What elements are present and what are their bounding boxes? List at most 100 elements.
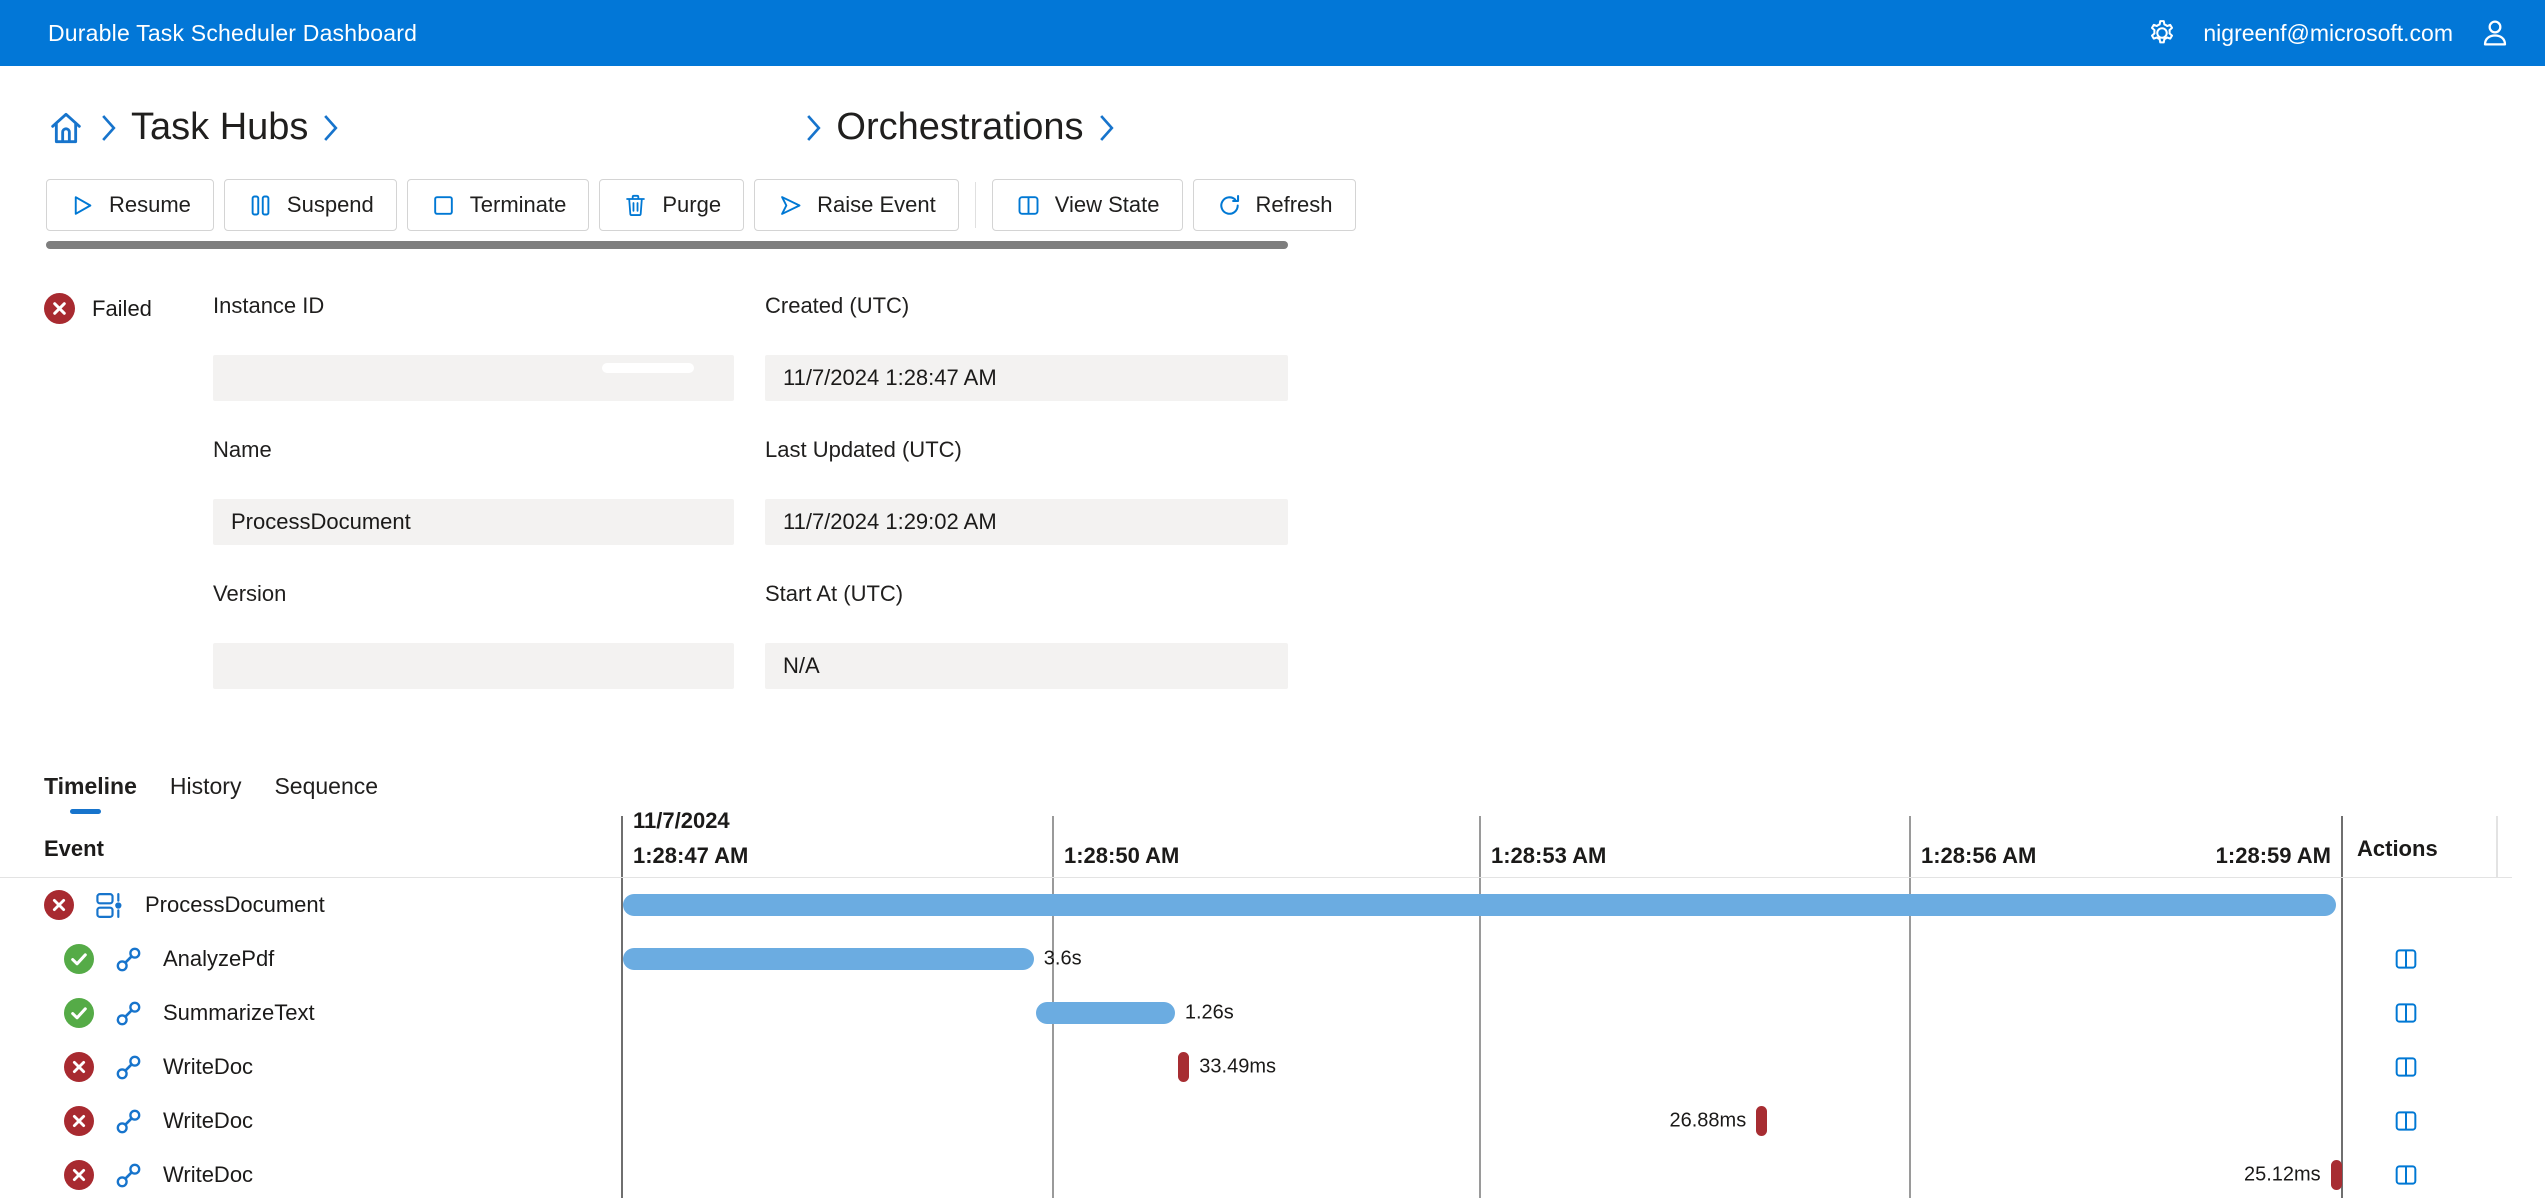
timeline-gridline (1479, 816, 1481, 1198)
start-at-label: Start At (UTC) (765, 581, 904, 606)
timeline-chart-cell: 33.49ms (621, 1040, 2341, 1094)
tab-history[interactable]: History (169, 773, 242, 799)
stop-icon (433, 195, 453, 215)
row-actions (2341, 999, 2545, 1027)
timeline-chart-cell: 1.26s (621, 986, 2341, 1040)
event-name[interactable]: SummarizeText (163, 1000, 315, 1025)
timeline-row: WriteDoc 25.12ms (0, 1148, 2545, 1198)
view-state-button[interactable]: View State (991, 179, 1183, 231)
timeline-chart-cell: 3.6s (621, 932, 2341, 986)
start-at-value: N/A (765, 643, 1288, 689)
status-label: Failed (92, 296, 152, 321)
activity-icon (116, 1108, 141, 1134)
axis-tick: 1:28:56 AM (1921, 843, 2037, 868)
view-details-icon[interactable] (2392, 945, 2420, 973)
activity-icon (116, 1162, 141, 1188)
app-header: Durable Task Scheduler Dashboard nigreen… (0, 0, 2545, 66)
timeline-gridline (1909, 816, 1911, 1198)
created-label: Created (UTC) (765, 293, 910, 318)
chevron-right-icon (807, 114, 822, 141)
orchestration-details: Failed Instance ID Created (UTC) 11/7/20… (44, 293, 2545, 725)
duration-label: 3.6s (1043, 947, 1082, 970)
raise-event-button[interactable]: Raise Event (754, 179, 959, 231)
timeline-table: Event 11/7/2024 1:28:47 AM 1:28:50 AM 1:2… (0, 808, 2545, 1198)
resume-button[interactable]: Resume (46, 179, 214, 231)
timeline-bar[interactable] (622, 948, 1034, 970)
timeline-gridline (621, 816, 623, 1198)
event-name[interactable]: ProcessDocument (145, 892, 325, 917)
timeline-bar[interactable] (622, 894, 2336, 916)
orchestration-toolbar: Resume Suspend Terminate Purge Raise Eve… (46, 179, 2545, 231)
gear-icon[interactable] (2147, 18, 2177, 48)
timeline-row: WriteDoc 33.49ms (0, 1040, 2545, 1094)
succeeded-status-icon (64, 998, 94, 1028)
home-icon[interactable] (46, 108, 86, 148)
version-label: Version (213, 581, 287, 606)
axis-tick: 1:28:59 AM (2215, 843, 2331, 868)
tab-timeline[interactable]: Timeline (44, 773, 137, 814)
row-actions (2341, 1053, 2545, 1081)
axis-tick: 1:28:53 AM (1491, 843, 1607, 868)
terminate-button[interactable]: Terminate (406, 179, 590, 231)
name-value: ProcessDocument (213, 499, 734, 545)
duration-label: 1.26s (1184, 1001, 1234, 1024)
suspend-button[interactable]: Suspend (223, 179, 397, 231)
table-right-border (2496, 816, 2498, 878)
play-icon (74, 195, 92, 215)
status-badge: Failed (44, 293, 213, 725)
person-icon[interactable] (2479, 17, 2511, 49)
event-name[interactable]: WriteDoc (163, 1108, 254, 1133)
pause-icon (251, 195, 270, 215)
row-actions (2341, 1161, 2545, 1189)
send-icon (781, 195, 801, 215)
event-name[interactable]: WriteDoc (163, 1162, 254, 1187)
event-column-header: Event (44, 836, 104, 861)
view-details-icon[interactable] (2392, 1053, 2420, 1081)
breadcrumb-task-hubs[interactable]: Task Hubs (131, 106, 309, 148)
trash-icon (626, 194, 646, 216)
split-pane-icon (1018, 195, 1039, 215)
chevron-right-icon (102, 114, 116, 141)
refresh-button[interactable]: Refresh (1192, 179, 1356, 231)
last-updated-value: 11/7/2024 1:29:02 AM (765, 499, 1288, 545)
version-value (213, 643, 734, 689)
activity-icon (116, 1054, 141, 1080)
section-divider (46, 241, 1288, 249)
view-details-icon[interactable] (2392, 1161, 2420, 1189)
breadcrumb: Task Hubs Orchestrations (46, 106, 2545, 149)
timeline-row: AnalyzePdf 3.6s (0, 932, 2545, 986)
duration-label: 25.12ms (2243, 1163, 2321, 1186)
timeline-header-row: Event 11/7/2024 1:28:47 AM 1:28:50 AM 1:2… (0, 808, 2512, 878)
succeeded-status-icon (64, 944, 94, 974)
active-tab-underline (70, 809, 101, 814)
view-details-icon[interactable] (2392, 999, 2420, 1027)
timeline-chart-cell (621, 878, 2341, 932)
timeline-chart-cell: 25.12ms (621, 1148, 2342, 1198)
timeline-bar[interactable] (1178, 1052, 1190, 1082)
timeline-row: WriteDoc 26.88ms (0, 1094, 2545, 1148)
row-actions (2341, 1107, 2545, 1135)
user-email[interactable]: nigreenf@microsoft.com (2203, 19, 2453, 46)
failed-status-icon (64, 1160, 94, 1190)
duration-label: 26.88ms (1669, 1109, 1747, 1132)
axis-tick: 11/7/2024 1:28:47 AM (633, 808, 749, 868)
row-actions (2341, 945, 2545, 973)
purge-button[interactable]: Purge (599, 179, 745, 231)
timeline-bar[interactable] (2330, 1160, 2342, 1190)
timeline-bar[interactable] (1756, 1106, 1768, 1136)
actions-column-header: Actions (2357, 836, 2438, 861)
failed-status-icon (64, 1052, 94, 1082)
refresh-icon (1219, 194, 1239, 215)
event-name[interactable]: AnalyzePdf (163, 946, 275, 971)
timeline-chart-cell: 26.88ms (621, 1094, 2341, 1148)
view-details-icon[interactable] (2392, 1107, 2420, 1135)
breadcrumb-orchestrations[interactable]: Orchestrations (836, 106, 1084, 148)
timeline-bar[interactable] (1035, 1002, 1175, 1024)
tab-sequence[interactable]: Sequence (274, 773, 379, 799)
orchestration-icon (96, 892, 123, 918)
activity-icon (116, 1000, 141, 1026)
failed-status-icon (44, 890, 74, 920)
detail-tabs: Timeline History Sequence (44, 773, 2545, 814)
redaction-strip (602, 363, 694, 373)
event-name[interactable]: WriteDoc (163, 1054, 254, 1079)
